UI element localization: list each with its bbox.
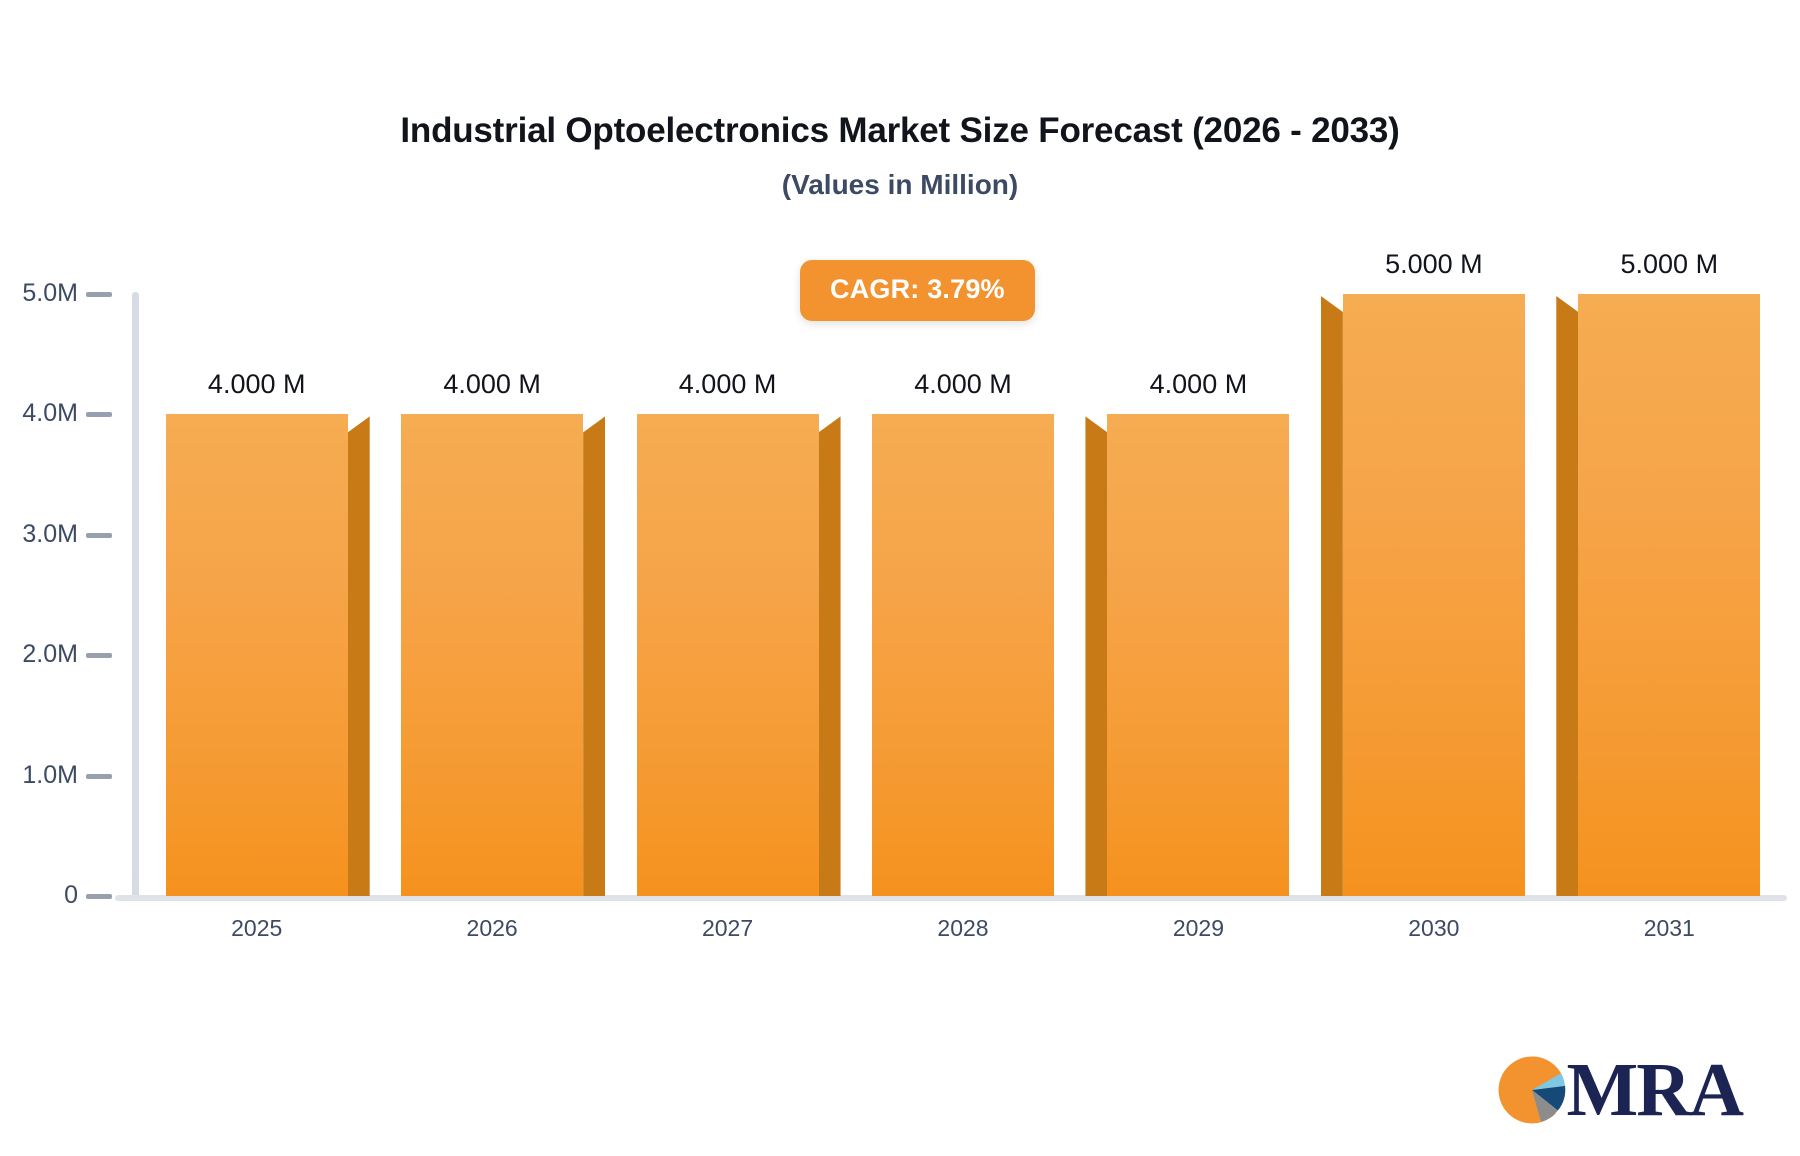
y-axis-tick (86, 894, 112, 899)
bar-group[interactable]: 5.000 M 2031 (1556, 249, 1761, 941)
bar-side-face (1085, 416, 1108, 896)
bar-group[interactable]: 4.000 M 2029 (1085, 369, 1290, 941)
bar-value-label: 5.000 M (1385, 249, 1483, 279)
bar-value-label: 5.000 M (1620, 249, 1719, 279)
x-axis-category-label: 2025 (231, 914, 283, 941)
bar-face[interactable] (636, 414, 819, 896)
brand-logo: MRA (1494, 1048, 1744, 1132)
bar-value-label: 4.000 M (914, 369, 1012, 400)
y-axis-tick (86, 532, 112, 538)
y-axis-tick-label: 5.0M (22, 279, 78, 307)
x-axis-category-label: 2029 (1172, 914, 1224, 941)
y-axis-tick (86, 653, 112, 659)
bar-face[interactable] (165, 414, 348, 896)
cagr-badge: CAGR: 3.79% (800, 260, 1035, 321)
bar-value-label: 4.000 M (678, 369, 777, 400)
title-block: Industrial Optoelectronics Market Size F… (0, 110, 1800, 202)
x-axis-category-label: 2030 (1408, 915, 1460, 941)
bar-face[interactable] (1578, 294, 1761, 896)
x-axis-category-label: 2027 (701, 914, 754, 941)
bar-group[interactable]: 4.000 M 2028 (872, 369, 1054, 941)
chart-title: Industrial Optoelectronics Market Size F… (400, 111, 1400, 150)
bar-side-face (1320, 296, 1343, 896)
x-axis-category-label: 2028 (937, 914, 989, 941)
y-axis-tick-label: 2.0M (22, 640, 78, 669)
bar-group[interactable]: 4.000 M 2027 (636, 369, 841, 941)
y-axis-tick-label: 3.0M (22, 519, 78, 548)
bar-face[interactable] (1342, 294, 1525, 896)
bar-group[interactable]: 4.000 M 2025 (165, 369, 370, 941)
bar-value-label: 4.000 M (1149, 369, 1248, 400)
bar-group[interactable]: 5.000 M 2030 (1320, 249, 1525, 941)
bar-group[interactable]: 4.000 M 2026 (401, 369, 606, 941)
bar-face[interactable] (401, 414, 584, 896)
x-axis-category-label: 2026 (466, 914, 518, 941)
y-axis-tick-label: 0 (64, 881, 78, 909)
bar-side-face (1556, 296, 1579, 896)
chart-subtitle: (Values in Million) (781, 169, 1019, 200)
y-axis-tick-label: 4.0M (22, 399, 78, 428)
logo-text: MRA (1566, 1048, 1744, 1132)
y-axis-tick-label: 1.0M (22, 760, 78, 789)
y-axis-tick (86, 412, 112, 418)
y-axis-tick (86, 292, 112, 297)
x-axis-category-label: 2031 (1643, 915, 1695, 941)
bar-side-face (818, 416, 841, 896)
bar-side-face (347, 416, 370, 896)
y-axis-line (132, 292, 139, 900)
bar-face[interactable] (1107, 414, 1290, 896)
pie-chart-icon (1499, 1056, 1566, 1124)
y-axis-tick (86, 773, 112, 779)
x-axis-line (115, 895, 1787, 901)
bar-value-label: 4.000 M (207, 369, 306, 400)
bar-value-label: 4.000 M (443, 369, 541, 400)
bar-side-face (583, 416, 606, 896)
bar-face[interactable] (872, 414, 1054, 896)
